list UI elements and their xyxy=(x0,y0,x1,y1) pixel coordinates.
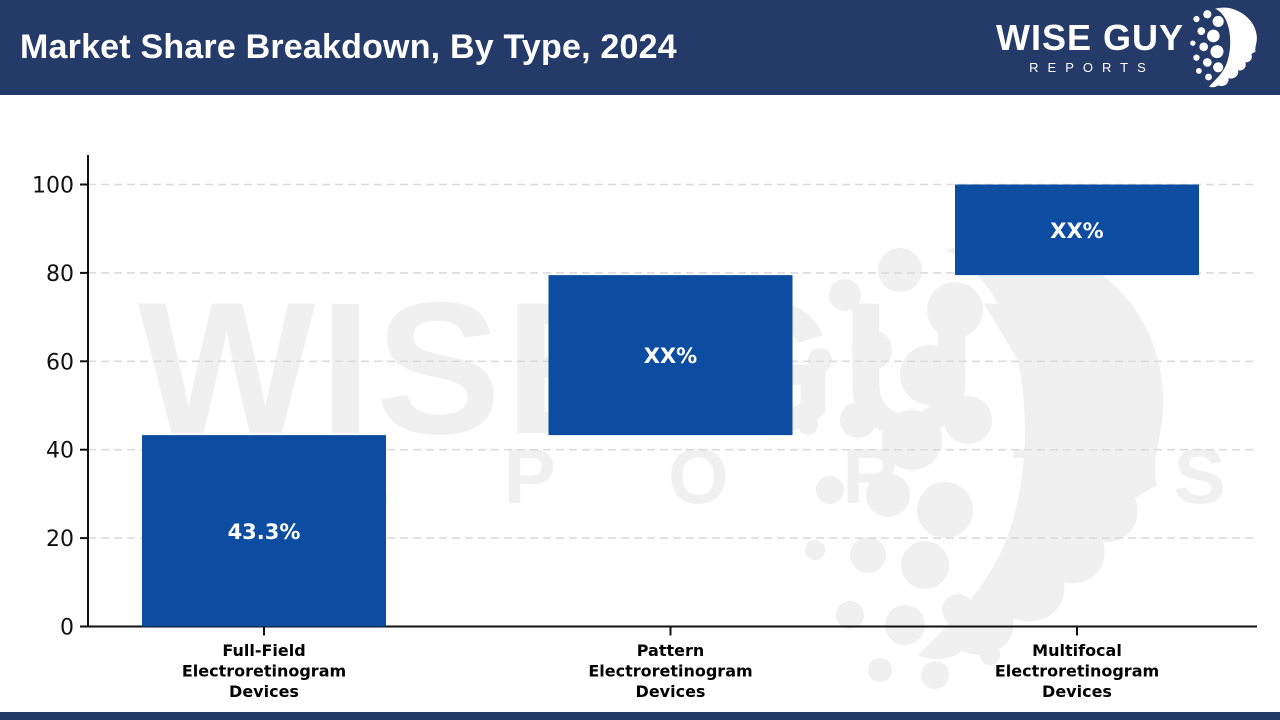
watermark-dot xyxy=(900,345,960,405)
x-category-label: Devices xyxy=(636,682,706,701)
x-category-label: Pattern xyxy=(637,641,705,660)
watermark-dot xyxy=(850,537,886,573)
footer-bar xyxy=(0,712,1280,720)
logo-head-icon xyxy=(1190,7,1257,87)
header-bar: Market Share Breakdown, By Type, 2024 WI… xyxy=(0,0,1280,95)
watermark-dot xyxy=(885,605,925,645)
page-title: Market Share Breakdown, By Type, 2024 xyxy=(20,28,677,66)
x-category-label: Devices xyxy=(229,682,299,701)
wiseguy-logo: WISE GUY REPORTS xyxy=(996,7,1260,89)
watermark-dot xyxy=(921,661,949,689)
watermark-dot xyxy=(840,402,876,438)
logo-wordmark: WISE GUY xyxy=(995,17,1184,58)
watermark-dot xyxy=(798,415,818,435)
x-category-label: Electroretinogram xyxy=(588,662,752,681)
y-tick-label: 60 xyxy=(46,350,74,375)
watermark-dot xyxy=(944,396,992,444)
watermark-dot xyxy=(836,601,864,629)
y-tick-label: 80 xyxy=(46,262,74,287)
x-category-label: Electroretinogram xyxy=(182,662,346,681)
watermark-dot xyxy=(866,473,910,517)
watermark-dot xyxy=(927,282,983,338)
watermark-dot xyxy=(808,348,832,372)
watermark-dot xyxy=(942,594,974,626)
y-tick-label: 100 xyxy=(32,174,74,199)
watermark-dot xyxy=(868,658,892,682)
watermark-dot xyxy=(882,410,942,470)
watermark-dot xyxy=(816,476,844,504)
watermark-dot xyxy=(852,330,892,370)
watermark-dot xyxy=(878,248,922,292)
x-category-label: Electroretinogram xyxy=(995,662,1159,681)
watermark-dot xyxy=(805,540,825,560)
x-category-label: Multifocal xyxy=(1032,641,1122,660)
bar-segment[interactable] xyxy=(548,275,793,436)
bar-segment[interactable] xyxy=(142,435,386,627)
x-category-label: Devices xyxy=(1042,682,1112,701)
bar-value-label: XX% xyxy=(644,344,697,368)
watermark-dot xyxy=(980,645,1000,665)
x-category-label: Full-Field xyxy=(222,641,305,660)
watermark-dot xyxy=(829,279,861,311)
watermark-dot xyxy=(901,541,949,589)
bar-segment[interactable] xyxy=(955,184,1199,276)
watermark-dot xyxy=(917,482,973,538)
logo-subtitle: REPORTS xyxy=(1029,60,1155,75)
y-tick-label: 20 xyxy=(46,527,74,552)
bar-value-label: 43.3% xyxy=(228,520,301,544)
chart-area: WISE GUY R E P O R T S 0 20 40 60 80 100 43.3% XX… xyxy=(0,95,1280,712)
y-tick-label: 0 xyxy=(60,616,74,641)
bar-value-label: XX% xyxy=(1050,219,1103,243)
y-tick-label: 40 xyxy=(46,439,74,464)
logo-text: WISE GUY REPORTS xyxy=(995,17,1184,76)
